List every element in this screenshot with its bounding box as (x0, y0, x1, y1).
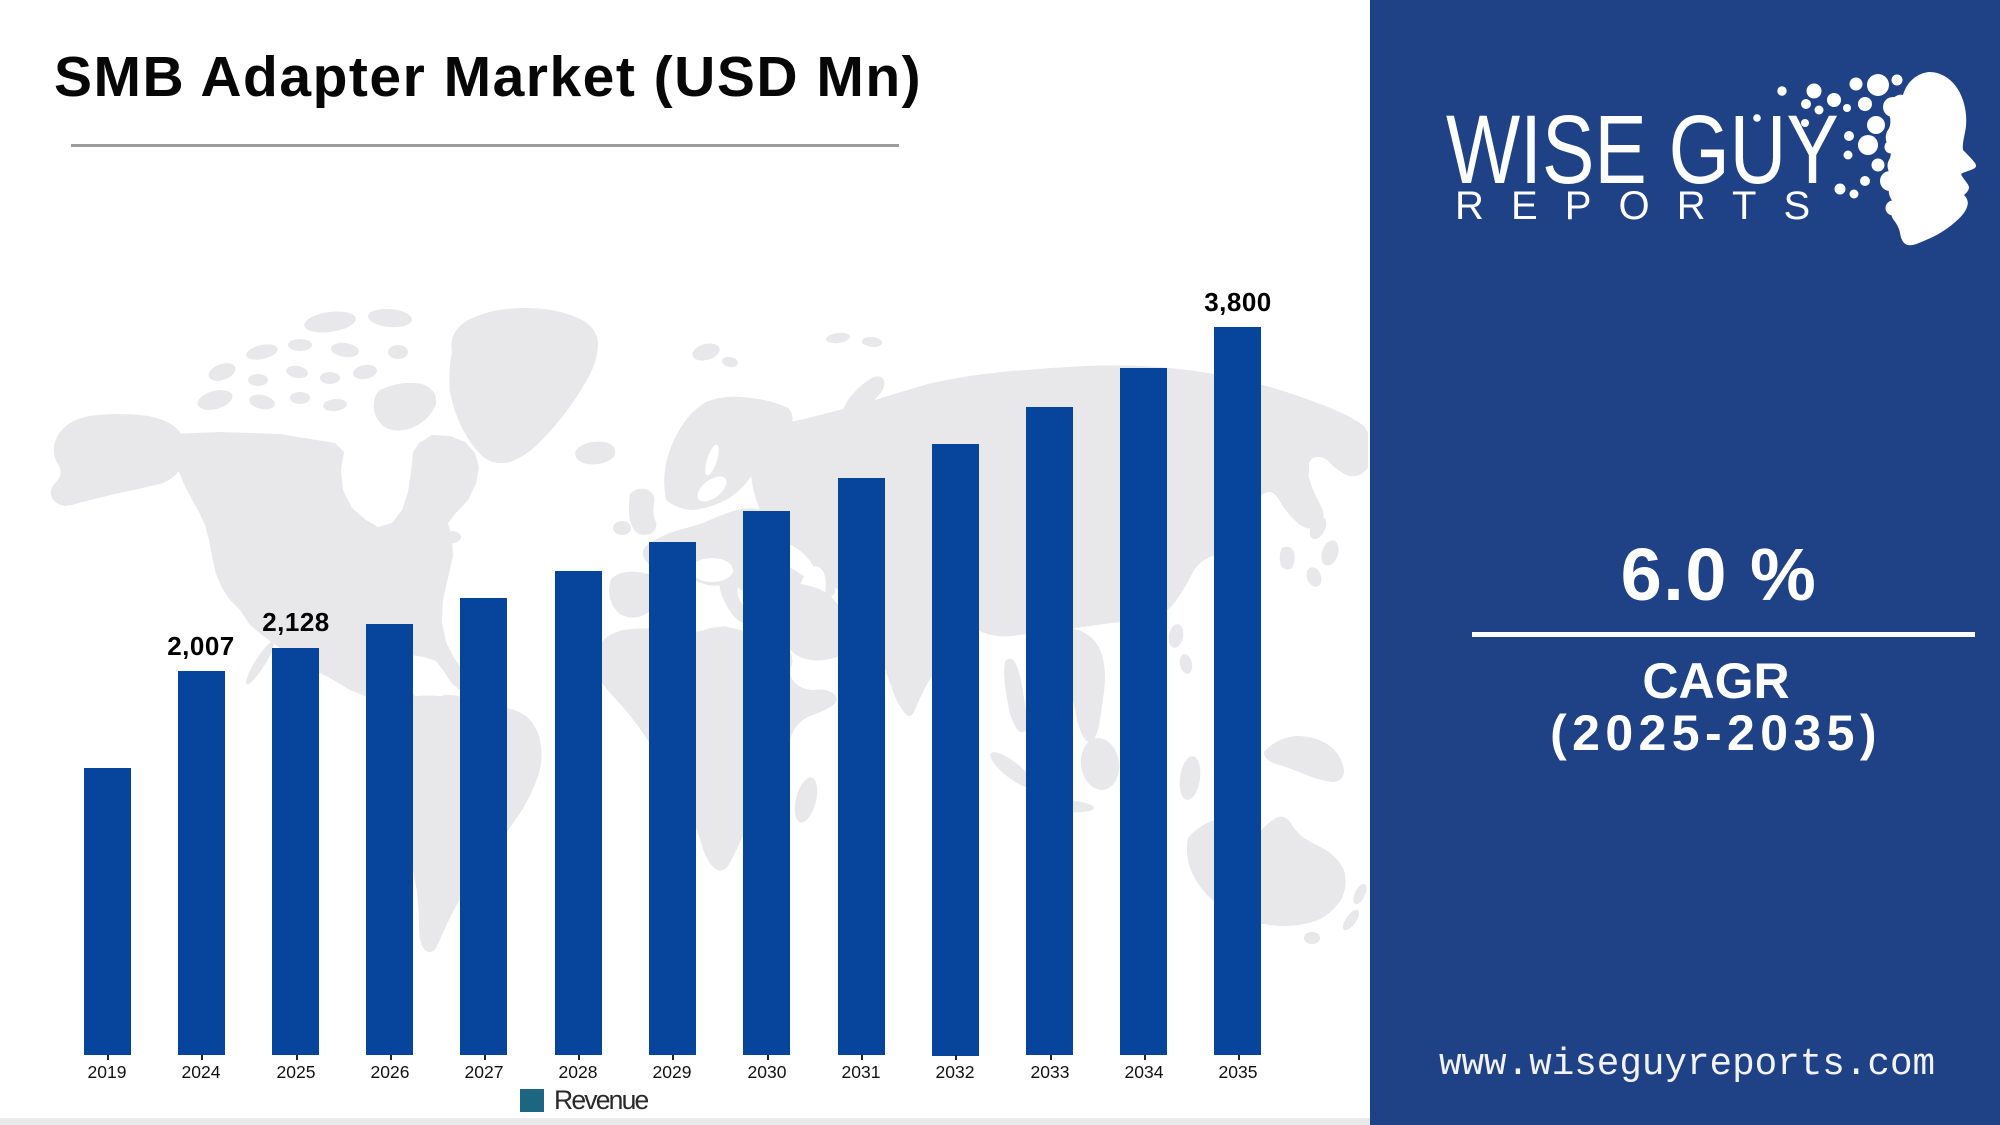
svg-text:WISE GUY: WISE GUY (1446, 95, 1839, 204)
svg-text:REPORTS: REPORTS (1455, 184, 1837, 228)
